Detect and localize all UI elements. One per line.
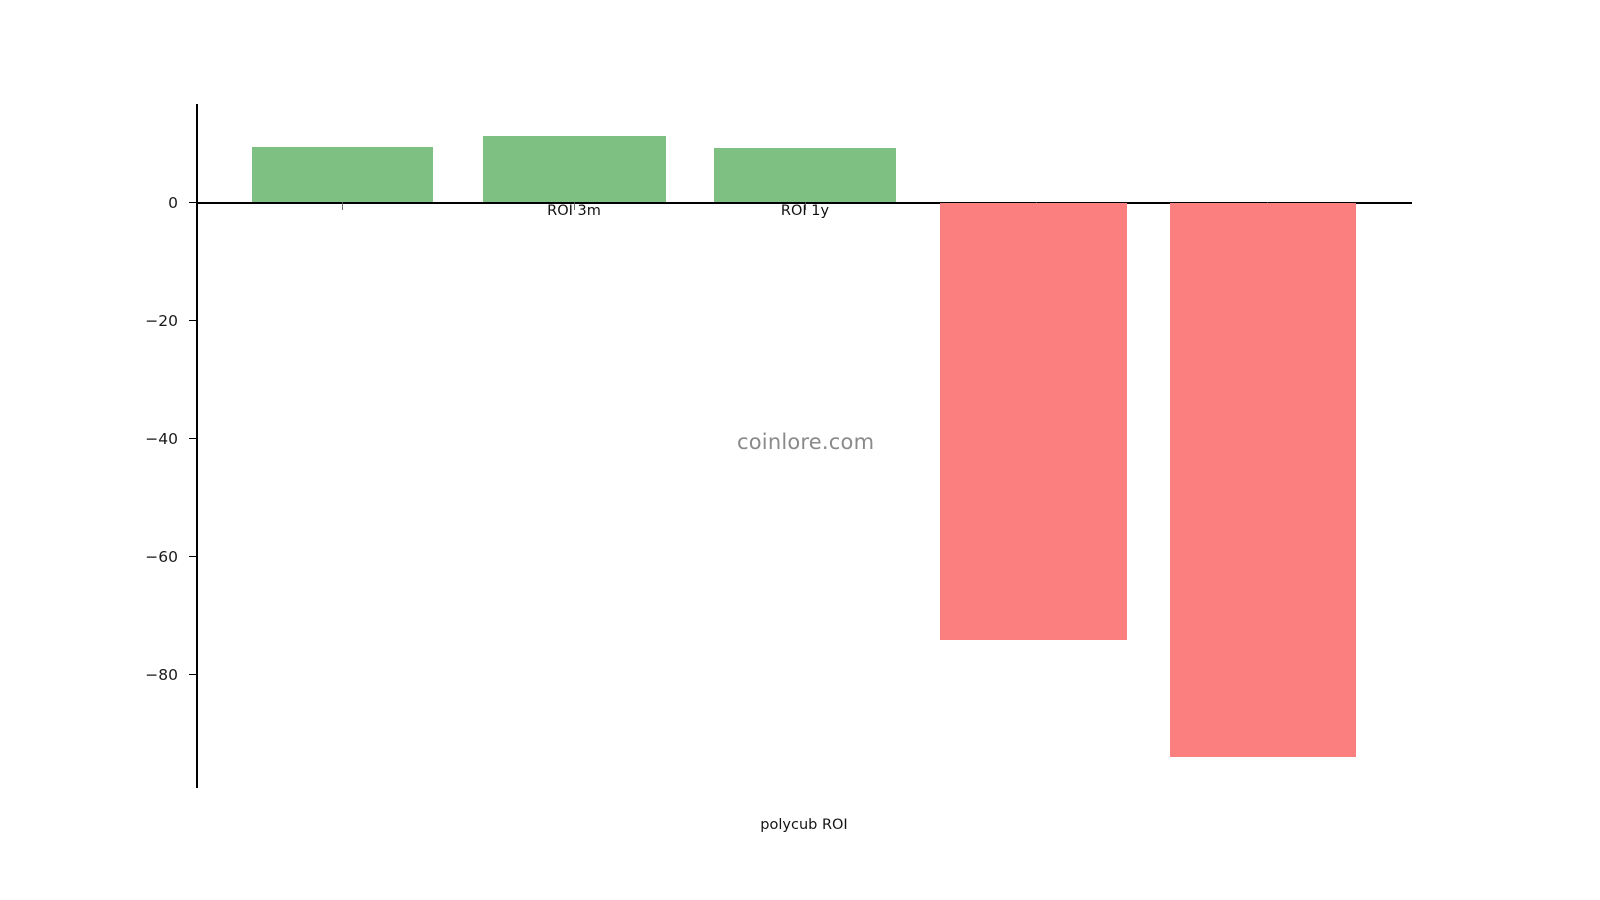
x-tick-mark-1: [574, 202, 576, 210]
x-tick-label-1: ROI 3m: [547, 203, 601, 219]
bar-4: [1170, 203, 1356, 757]
x-axis-title-text: polycub ROI: [760, 817, 848, 833]
bar-0: [252, 147, 433, 202]
x-tick-label-2: ROI 1y: [780, 203, 830, 219]
bar-3: [940, 203, 1127, 640]
bar-2: [714, 148, 896, 202]
y-tick-label-0: 0: [168, 194, 178, 212]
y-tick-label-4: −80: [145, 666, 178, 684]
y-axis-spine: [196, 104, 198, 788]
y-tick-label-3: −60: [145, 548, 178, 566]
x-axis-title: polycub ROI: [0, 817, 1600, 833]
y-tick-mark-2: [189, 438, 197, 440]
y-tick-label-1: −20: [145, 312, 178, 330]
y-tick-label-2: −40: [145, 430, 178, 448]
y-tick-mark-0: [189, 202, 197, 204]
x-tick-mark-2: [805, 202, 807, 210]
y-tick-mark-4: [189, 674, 197, 676]
bar-1: [483, 136, 666, 202]
y-tick-mark-3: [189, 556, 197, 558]
y-tick-mark-1: [189, 320, 197, 322]
watermark-text: coinlore.com: [737, 430, 875, 454]
x-tick-mark-0: [342, 202, 344, 210]
zero-baseline: [196, 202, 1412, 204]
